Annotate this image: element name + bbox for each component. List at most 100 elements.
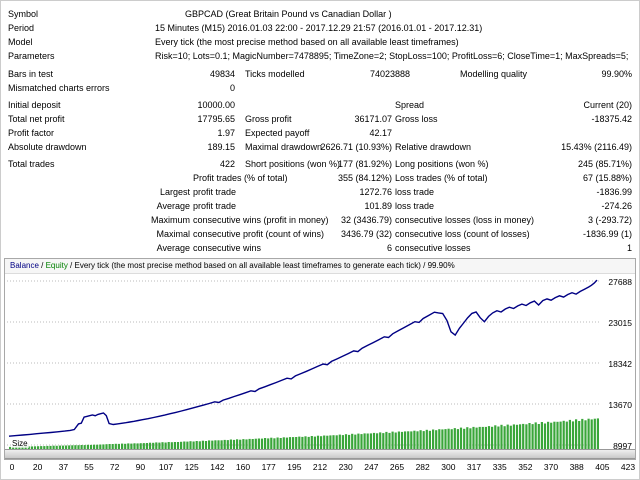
legend-separator: / [38,261,46,270]
report-cell: 422 [219,159,235,169]
report-cell: Ticks modelled [245,69,305,79]
report-cell: 177 (81.92%) [337,159,392,169]
x-axis-label: 20 [32,462,43,472]
balance-line [8,279,598,437]
x-axis-label: 177 [261,462,276,472]
report-cell: Gross loss [395,114,438,124]
report-row: Total trades 422 Short positions (won %) 17… [0,158,640,171]
report-row: Maximal consecutive profit (count of wins… [0,228,640,241]
x-axis-label: 72 [109,462,120,472]
report-cell: Average [156,201,190,211]
report-row: Profit factor 1.97 Expected payoff 42.17 [0,127,640,140]
report-cell: loss trade [395,187,435,197]
x-axis-label: 55 [84,462,94,472]
report-cell: Bars in test [8,69,54,79]
x-axis-label: 405 [595,462,610,472]
report-cell: Spread [395,100,425,110]
report-cell: 36171.07 [354,114,392,124]
x-axis-label: 300 [441,462,456,472]
legend-equity-label: Equity [45,261,68,270]
x-axis-label: 423 [620,462,636,472]
report-cell: Short positions (won %) [245,159,341,169]
balance-chart: Balance / Equity / Every tick (the most … [4,258,636,460]
report-cell: consecutive loss (count of losses) [395,229,530,239]
legend-separator: / [67,261,75,270]
x-axis-label: 0 [9,462,15,472]
report-cell: Risk=10; Lots=0.1; MagicNumber=7478895; … [155,51,629,61]
report-cell: 42.17 [369,128,392,138]
x-axis-label: 90 [135,462,146,472]
report-cell: Current (20) [583,100,632,110]
report-cell: 1 [626,243,632,253]
x-axis-label: 107 [158,462,174,472]
report-row: Symbol GBPCAD (Great Britain Pound vs Can… [0,8,640,21]
legend-method-text: Every tick (the most precise method base… [74,261,421,270]
report-cell: -18375.42 [591,114,632,124]
report-row: Period 15 Minutes (M15) 2016.01.03 22:00 … [0,22,640,35]
report-cell: Every tick (the most precise method base… [155,37,459,47]
report-cell: 355 (84.12%) [337,173,392,183]
report-cell: 2626.71 (10.93%) [320,142,392,152]
report-cell: 3436.79 (32) [340,229,392,239]
size-bars [9,418,599,449]
report-cell: Parameters [8,51,55,61]
report-cell: Loss trades (% of total) [395,173,488,183]
report-cell: loss trade [395,201,435,211]
x-axis-label: 317 [466,462,482,472]
report-cell: 15.43% (2116.49) [561,142,632,152]
report-cell: 99.90% [601,69,632,79]
x-axis-label: 37 [58,462,69,472]
report-cell: Symbol [8,9,39,19]
report-cell: 74023888 [369,69,410,79]
report-row: Maximum consecutive wins (profit in money… [0,214,640,227]
report-cell: 0 [229,83,235,93]
report-cell: Period [8,23,35,33]
report-cell: Maximal drawdown [245,142,323,152]
report-cell: 10000.00 [197,100,235,110]
report-cell: Long positions (won %) [395,159,489,169]
report-cell: 67 (15.88%) [582,173,632,183]
report-cell: profit trade [193,187,237,197]
report-cell: Average [156,243,190,253]
chart-legend: Balance / Equity / Every tick (the most … [5,259,635,274]
report-cell: 101.89 [364,201,392,211]
report-cell: consecutive profit (count of wins) [193,229,325,239]
report-cell: Maximal [156,229,190,239]
pane-divider [5,449,635,459]
x-axis-label: 160 [235,462,251,472]
y-axis-label: 13670 [608,399,632,410]
report-cell: 245 (85.71%) [577,159,632,169]
report-cell: Initial deposit [8,100,61,110]
legend-balance-label: Balance [10,261,39,270]
report-cell: Profit factor [8,128,55,138]
report-cell: 1.97 [217,128,235,138]
report-cell: -1836.99 [596,187,632,197]
report-cell: Gross profit [245,114,292,124]
report-row: Profit trades (% of total) 355 (84.12%) Lo… [0,172,640,185]
x-axis-label: 265 [389,462,405,472]
x-axis-label: 388 [569,462,584,472]
report-cell: Profit trades (% of total) [193,173,288,183]
report-cell: Total trades [8,159,55,169]
report-cell: Expected payoff [245,128,310,138]
report-row: Absolute drawdown 189.15 Maximal drawdown 2… [0,141,640,154]
report-cell: consecutive losses [395,243,471,253]
report-row: Model Every tick (the most precise method… [0,36,640,49]
report-cell: -1836.99 (1) [582,229,632,239]
report-row: Initial deposit 10000.00 Spread Current (20… [0,99,640,112]
x-axis-label: 195 [287,462,302,472]
report-cell: consecutive losses (loss in money) [395,215,535,225]
report-cell: 17795.65 [197,114,235,124]
report-row: Total net profit 17795.65 Gross profit 3617… [0,113,640,126]
report-row: Bars in test 49834 Ticks modelled 74023888 M… [0,68,640,81]
x-axis-label: 247 [364,462,379,472]
report-row: Largest profit trade 1272.76 loss trade -183… [0,186,640,199]
report-cell: Absolute drawdown [8,142,87,152]
report-cell: Total net profit [8,114,65,124]
x-axis-label: 125 [184,462,199,472]
balance-plot [7,279,601,449]
report-cell: 1272.76 [359,187,392,197]
report-cell: 32 (3436.79) [340,215,392,225]
y-axis-label: 27688 [608,277,632,287]
